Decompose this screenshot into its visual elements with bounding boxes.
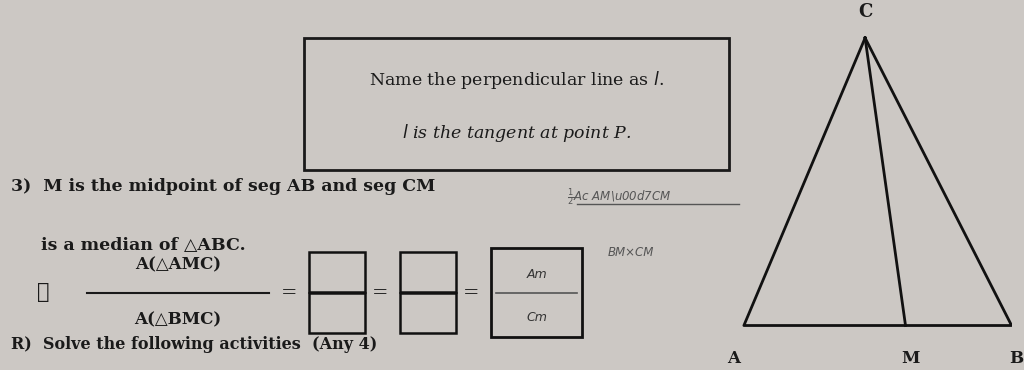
Bar bbox=[492, 248, 583, 337]
Text: M: M bbox=[901, 350, 920, 367]
Text: C: C bbox=[858, 3, 872, 21]
Text: A(△BMC): A(△BMC) bbox=[134, 312, 222, 329]
Text: is a median of △ABC.: is a median of △ABC. bbox=[11, 237, 246, 254]
Text: =: = bbox=[281, 283, 298, 302]
Text: Name the perpendicular line as $l$.: Name the perpendicular line as $l$. bbox=[369, 69, 665, 91]
Text: Am: Am bbox=[526, 268, 547, 282]
Text: 3)  M is the midpoint of seg AB and seg CM: 3) M is the midpoint of seg AB and seg C… bbox=[11, 178, 436, 195]
Text: Cm: Cm bbox=[526, 311, 547, 324]
Text: ∴: ∴ bbox=[37, 283, 49, 302]
Bar bbox=[304, 38, 729, 169]
Bar bbox=[400, 293, 456, 333]
Text: =: = bbox=[372, 283, 388, 302]
Text: R)  Solve the following activities  (Any 4): R) Solve the following activities (Any 4… bbox=[11, 336, 378, 353]
Text: A: A bbox=[727, 350, 740, 367]
Bar bbox=[309, 252, 366, 292]
Text: BM×CM: BM×CM bbox=[607, 246, 654, 259]
Text: B: B bbox=[1010, 350, 1024, 367]
Text: A(△AMC): A(△AMC) bbox=[135, 256, 221, 273]
Text: $l$ is the tangent at point P.: $l$ is the tangent at point P. bbox=[402, 122, 631, 144]
Bar bbox=[400, 252, 456, 292]
Bar bbox=[309, 293, 366, 333]
Text: $\frac{1}{2}$Ac AM\u00d7CM: $\frac{1}{2}$Ac AM\u00d7CM bbox=[567, 186, 672, 208]
Text: =: = bbox=[463, 283, 479, 302]
